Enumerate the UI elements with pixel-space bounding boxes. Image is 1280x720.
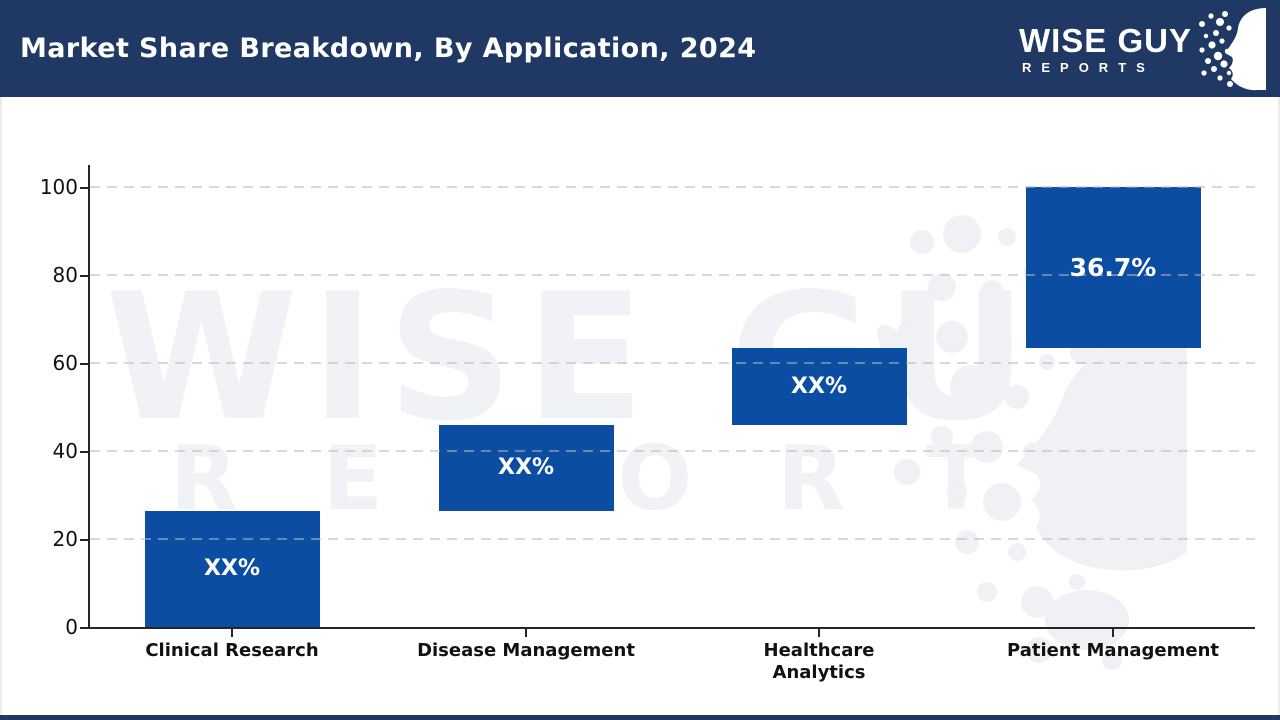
gridline <box>90 274 1255 276</box>
bar <box>438 425 614 512</box>
x-category-label: Patient Management <box>1006 640 1220 661</box>
bar <box>144 511 320 627</box>
brand-tagline: REPORTS <box>1021 59 1155 75</box>
bar <box>731 348 907 426</box>
y-tick-mark <box>80 539 88 541</box>
brand-name: WISE GUY <box>1018 21 1192 59</box>
y-tick-mark <box>80 451 88 453</box>
bottom-accent-bar <box>0 715 1280 720</box>
y-tick-label: 60 <box>52 351 78 375</box>
x-tick-mark <box>818 629 820 637</box>
chart-area: WISE GUY REPORTS XX% XX% XX% 36.7% 0 2 <box>0 97 1280 715</box>
y-tick-mark <box>80 363 88 365</box>
bar-value-label: XX% <box>791 373 847 399</box>
gridline <box>90 538 1255 540</box>
x-category-label: Healthcare Analytics <box>763 640 875 683</box>
gridline <box>90 450 1255 452</box>
page-title: Market Share Breakdown, By Application, … <box>20 33 757 64</box>
gridline <box>90 362 1255 364</box>
brand-text: WISE GUY REPORTS <box>1019 24 1192 74</box>
bar-value-label: XX% <box>204 556 260 582</box>
brand-logo: WISE GUY REPORTS <box>1019 6 1266 92</box>
x-tick-mark <box>1112 629 1114 637</box>
gridline <box>90 186 1255 188</box>
bar-value-label: XX% <box>498 455 554 481</box>
y-tick-label: 100 <box>39 175 78 199</box>
y-tick-mark <box>80 187 88 189</box>
x-tick-mark <box>231 629 233 637</box>
y-tick-mark <box>80 275 88 277</box>
bar-value-label: 36.7% <box>1069 252 1157 282</box>
y-tick-mark <box>80 627 88 629</box>
bar <box>1025 187 1201 349</box>
y-tick-label: 80 <box>52 263 78 287</box>
x-category-label: Disease Management <box>417 640 635 661</box>
brand-face-icon <box>1199 7 1266 90</box>
header: Market Share Breakdown, By Application, … <box>0 0 1280 97</box>
y-tick-label: 40 <box>52 439 78 463</box>
y-axis <box>88 165 90 629</box>
y-tick-label: 0 <box>65 615 78 639</box>
x-tick-mark <box>525 629 527 637</box>
x-category-label: Clinical Research <box>145 640 319 661</box>
y-tick-label: 20 <box>52 527 78 551</box>
x-axis <box>88 627 1255 629</box>
